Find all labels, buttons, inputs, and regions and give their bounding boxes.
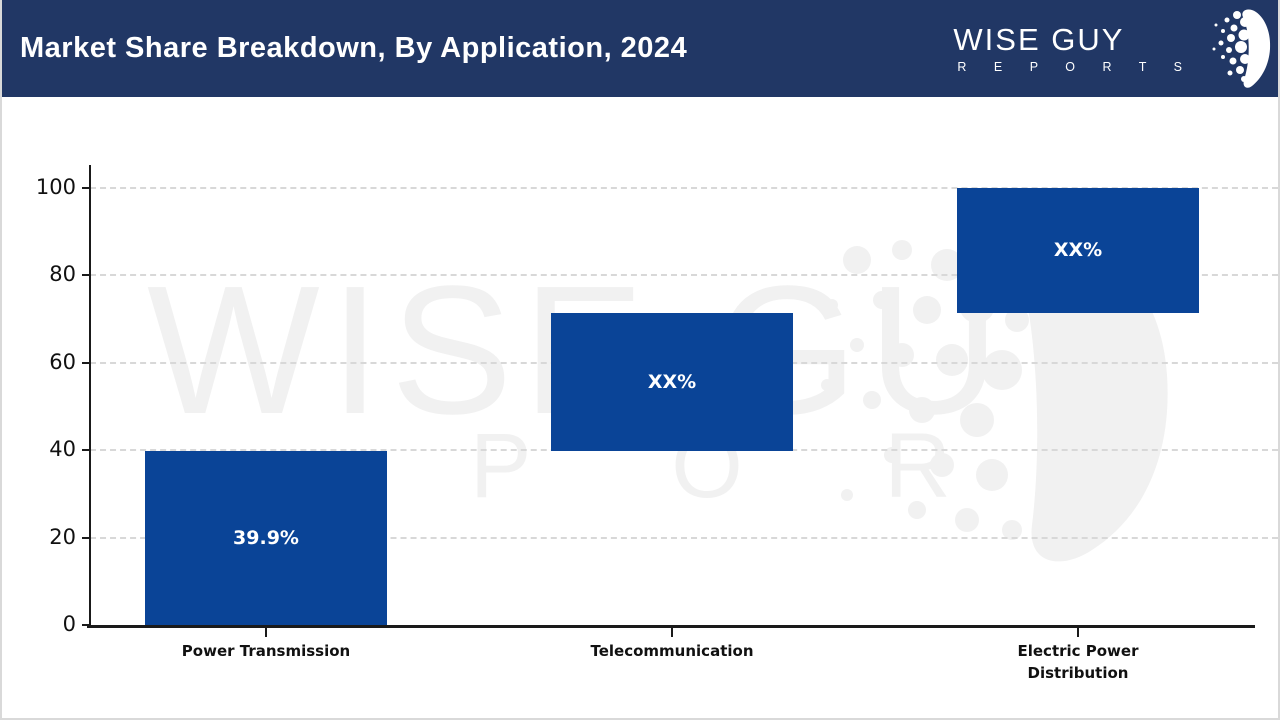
y-axis-tick-label: 60	[49, 349, 76, 374]
bar-segment	[957, 188, 1199, 313]
x-axis-tick-mark	[265, 628, 267, 637]
logo-subtitle: R E P O R T S	[957, 59, 1194, 74]
gridline-y80	[90, 274, 1278, 277]
x-axis-category-label: Telecommunication	[590, 642, 754, 660]
logo-wordmark: WISE GUY	[953, 22, 1125, 58]
gridline-y20	[90, 536, 1278, 539]
bar-value-label: 39.9%	[233, 526, 299, 549]
y-axis-tick-mark	[82, 187, 90, 189]
y-axis-tick-label: 40	[49, 437, 76, 462]
y-axis-tick-label: 80	[49, 262, 76, 287]
y-axis-tick-mark	[82, 449, 90, 452]
bar-value-label: XX%	[647, 370, 697, 393]
x-axis-tick-mark	[1077, 628, 1079, 637]
x-axis-line	[87, 625, 1255, 628]
x-axis-category-label: Electric Power Distribution	[1017, 642, 1139, 682]
y-axis-tick-mark	[82, 274, 90, 277]
header: Market Share Breakdown, By Application, …	[2, 0, 1278, 97]
x-axis-tick-mark	[671, 628, 673, 637]
bar-segment	[145, 450, 387, 625]
y-axis-tick-label: 0	[62, 612, 76, 636]
bar-value-label: XX%	[1053, 239, 1103, 262]
brand-logo: WISE GUY R E P O R T S	[953, 6, 1272, 92]
dotted-head-profile-icon	[1212, 9, 1271, 88]
page-title: Market Share Breakdown, By Application, …	[20, 32, 688, 64]
y-axis-tick-mark	[82, 536, 90, 539]
y-axis-tick-mark	[82, 624, 90, 626]
y-axis-tick-mark	[82, 361, 90, 364]
y-axis-line	[89, 165, 91, 627]
y-axis-tick-label: 100	[35, 175, 76, 199]
y-axis-tick-label: 20	[49, 524, 76, 549]
gridline-y100	[90, 187, 1278, 189]
brand-logo-text: WISE GUY R E P O R T S	[953, 24, 1194, 74]
x-axis-category-label: Power Transmission	[181, 642, 351, 660]
bar-segment	[551, 312, 793, 451]
